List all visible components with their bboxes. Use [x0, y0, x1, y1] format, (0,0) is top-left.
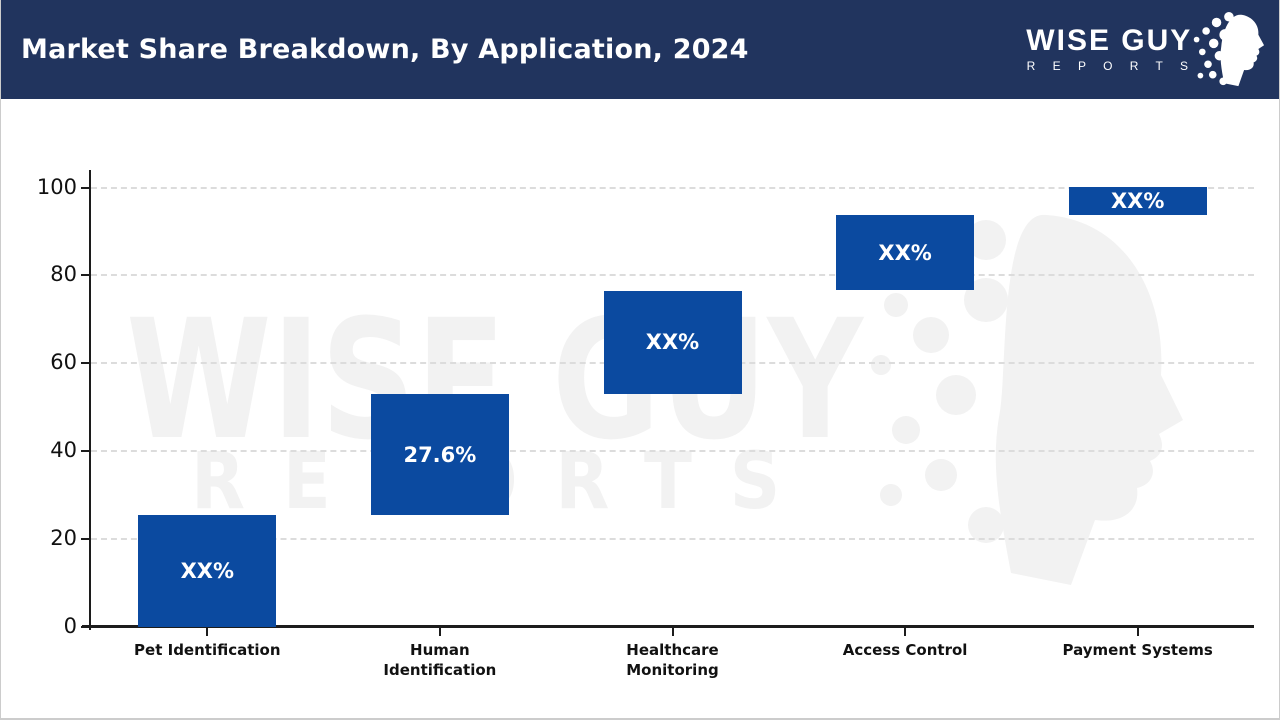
y-tick-label: 20 [50, 526, 77, 551]
category-label: Healthcare Monitoring [557, 640, 789, 680]
category-label-line: Healthcare [626, 641, 719, 659]
category-label-line: Identification [383, 661, 497, 679]
x-tick-mark [1136, 628, 1139, 636]
page-title: Market Share Breakdown, By Application, … [21, 34, 749, 65]
y-tick-label: 40 [50, 438, 77, 463]
category-label-line: Pet Identification [134, 641, 281, 659]
x-tick-mark [671, 628, 674, 636]
bar-value-label: XX% [878, 240, 932, 265]
brand-logo-text: WISE GUY R E P O R T S [1024, 24, 1195, 74]
bar-segment: XX% [1068, 186, 1207, 215]
bar-segment: 27.6% [370, 394, 509, 515]
category-label: Human Identification [324, 640, 556, 680]
y-tick-mark [81, 362, 89, 365]
category-label: Access Control [789, 640, 1021, 660]
x-tick-mark [206, 628, 209, 636]
gridline [91, 450, 1254, 453]
brand-subtitle: R E P O R T S [1026, 59, 1195, 73]
y-tick-mark [81, 450, 89, 453]
brand-logo: WISE GUY R E P O R T S [1024, 9, 1265, 91]
category-label-line: Monitoring [626, 661, 719, 679]
y-axis-line [89, 170, 91, 630]
bar-segment: XX% [603, 291, 742, 394]
y-tick-label: 80 [50, 262, 77, 287]
category-label-line: Access Control [842, 641, 968, 659]
category-label-line: Payment Systems [1062, 641, 1213, 659]
bar-value-label: 27.6% [403, 442, 477, 467]
header: Market Share Breakdown, By Application, … [1, 0, 1279, 99]
category-label: Payment Systems [1022, 640, 1254, 660]
bar-value-label: XX% [180, 558, 235, 583]
category-label-line: Human [410, 641, 470, 659]
y-tick-label: 0 [63, 614, 77, 639]
y-tick-mark [81, 186, 89, 189]
watermark-head-icon [871, 214, 1183, 585]
y-tick-mark [81, 626, 89, 628]
x-tick-mark [904, 628, 907, 636]
x-axis-line [82, 625, 1254, 628]
y-tick-label: 100 [36, 174, 77, 199]
gridline [91, 538, 1254, 541]
brand-head-icon [1193, 11, 1265, 86]
gridline [91, 186, 1254, 189]
brand-name: WISE GUY [1026, 24, 1193, 57]
gridline [91, 274, 1254, 277]
bar-value-label: XX% [645, 330, 700, 355]
x-tick-mark [438, 628, 441, 636]
bar-value-label: XX% [1110, 188, 1165, 213]
bar-segment: XX% [836, 215, 975, 291]
bar-segment: XX% [138, 514, 277, 627]
category-label: Pet Identification [91, 640, 323, 660]
y-tick-label: 60 [50, 350, 77, 375]
y-tick-mark [81, 538, 89, 541]
plot-area: 0 20 40 60 80 100 XX% Pet Identification 27.6% Hu… [37, 170, 1254, 679]
y-tick-mark [81, 274, 89, 277]
